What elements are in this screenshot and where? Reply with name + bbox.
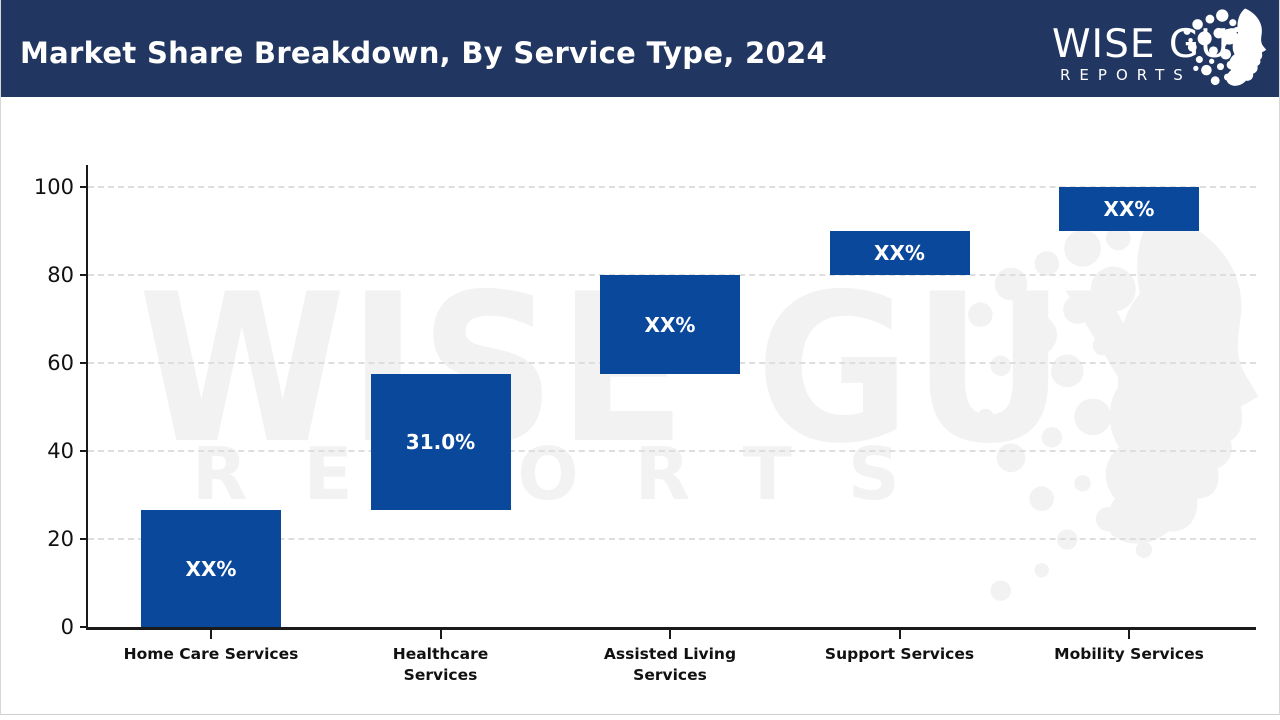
x-tick-mark xyxy=(669,630,671,639)
x-tick-label: Home Care Services xyxy=(123,645,299,663)
y-tick-label: 20 xyxy=(47,527,74,551)
bar: XX% xyxy=(141,510,281,627)
x-axis xyxy=(86,627,1256,630)
y-tick-label: 100 xyxy=(33,175,74,199)
logo-reports-text: REPORTS xyxy=(1060,66,1192,84)
x-tick-label: Mobility Services xyxy=(1054,645,1204,663)
y-tick-mark xyxy=(80,274,88,276)
bar: XX% xyxy=(829,231,970,275)
page-title: Market Share Breakdown, By Service Type,… xyxy=(20,36,827,70)
y-tick-mark xyxy=(80,186,88,188)
header: Market Share Breakdown, By Service Type,… xyxy=(0,0,1280,97)
y-tick-mark xyxy=(80,626,88,628)
bar-value-label: XX% xyxy=(874,241,925,265)
bar: 31.0% xyxy=(370,374,511,511)
x-tick-label: Healthcare Services xyxy=(392,645,489,684)
y-axis xyxy=(86,165,88,630)
logo: WISE GUY REPORTS xyxy=(1018,4,1268,94)
y-tick-label: 0 xyxy=(60,615,74,639)
logo-head-profile-icon xyxy=(1183,8,1267,86)
x-tick-mark xyxy=(210,630,212,639)
bar-value-label: XX% xyxy=(1103,197,1155,221)
y-tick-mark xyxy=(80,538,88,540)
grid-line xyxy=(88,186,1256,188)
grid-line xyxy=(88,450,1256,452)
chart-area: 0 20 40 60 80 100 XX% Home Care Services 31.0% He… xyxy=(0,97,1280,697)
bar: XX% xyxy=(600,275,740,374)
y-tick-label: 80 xyxy=(47,263,74,287)
y-tick-label: 60 xyxy=(47,351,74,375)
y-tick-label: 40 xyxy=(47,439,74,463)
y-tick-mark xyxy=(80,450,88,452)
x-tick-mark xyxy=(898,630,901,639)
watermark-reports-text: REPORTS xyxy=(192,432,956,516)
x-tick-mark xyxy=(439,630,442,639)
x-tick-label: Assisted Living Services xyxy=(603,645,737,684)
x-tick-mark xyxy=(1128,630,1130,639)
y-tick-mark xyxy=(80,362,88,364)
grid-line xyxy=(88,538,1256,540)
x-tick-label: Support Services xyxy=(824,645,975,663)
bar-value-label: XX% xyxy=(185,556,237,581)
watermark-head-profile-icon xyxy=(968,212,1259,601)
bar-value-label: XX% xyxy=(644,312,696,337)
bar: XX% xyxy=(1059,187,1199,231)
bar-value-label: 31.0% xyxy=(405,430,476,455)
